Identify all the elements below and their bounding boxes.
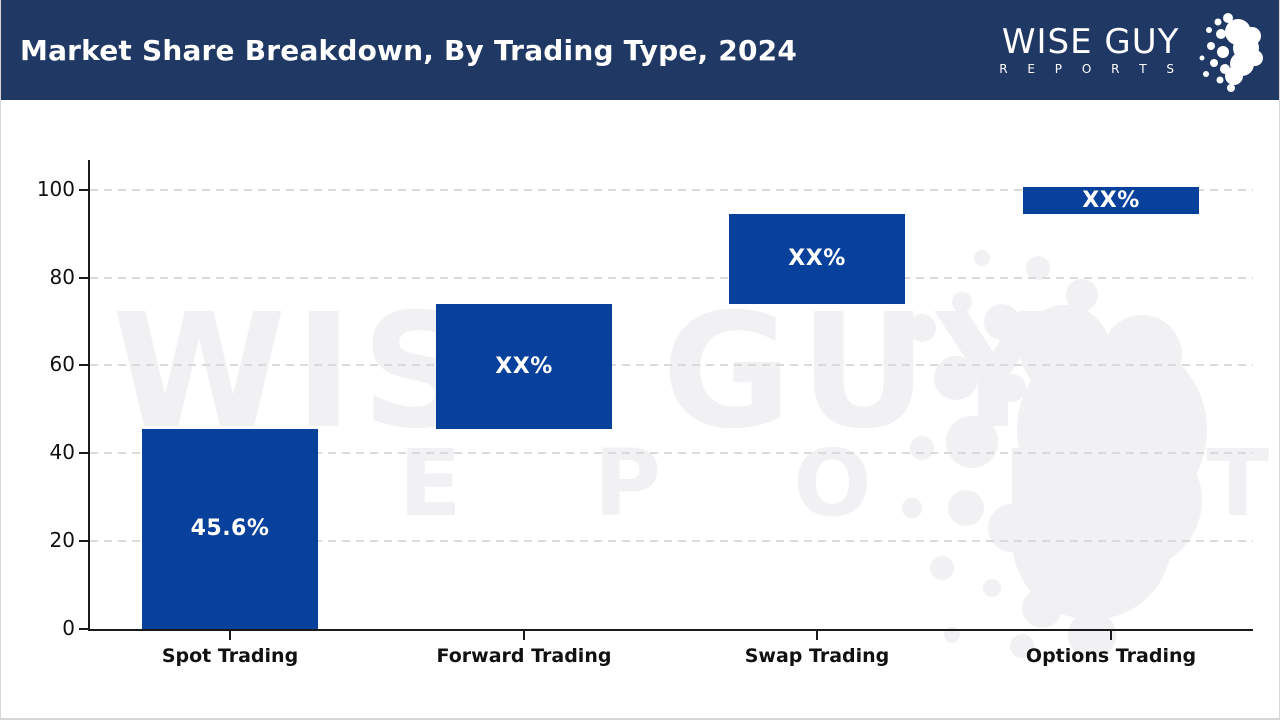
y-tick-label: 60 xyxy=(49,352,75,377)
y-tick-label: 100 xyxy=(36,176,75,201)
bar-swap-trading: XX% xyxy=(729,213,905,304)
y-tick-mark xyxy=(79,276,88,279)
logo-wordmark: WISE GUY xyxy=(1001,22,1180,62)
y-tick-mark xyxy=(79,364,88,367)
logo-text: WISE GUY R E P O R T S xyxy=(999,25,1182,75)
gridline-60 xyxy=(90,364,1253,367)
y-tick-label: 20 xyxy=(49,528,75,553)
y-axis-line xyxy=(88,160,90,631)
page-title: Market Share Breakdown, By Trading Type,… xyxy=(20,33,798,67)
bar-value-label: XX% xyxy=(1082,188,1140,214)
y-tick-mark xyxy=(79,452,88,455)
y-tick-label: 80 xyxy=(49,264,75,289)
x-tick-label-2: Forward Trading xyxy=(436,645,612,667)
logo-subtitle: R E P O R T S xyxy=(999,62,1182,76)
gridline-20 xyxy=(90,540,1253,543)
watermark-dotted-head-icon xyxy=(893,250,1207,659)
bar-forward-trading: XX% xyxy=(436,303,612,429)
dotted-head-icon xyxy=(1199,13,1263,92)
bar-value-label: XX% xyxy=(495,353,553,379)
bar-value-label: XX% xyxy=(788,246,846,272)
x-tick-mark xyxy=(523,631,525,640)
x-tick-label-1: Spot Trading xyxy=(161,645,299,667)
header-bar: Market Share Breakdown, By Trading Type,… xyxy=(0,0,1280,100)
y-tick-mark xyxy=(79,540,88,543)
y-tick-mark xyxy=(79,188,88,191)
bar-value-label: 45.6% xyxy=(190,516,270,542)
x-tick-mark xyxy=(816,631,818,640)
bar-spot-trading: 45.6% xyxy=(142,428,318,629)
y-tick-label: 0 xyxy=(62,616,75,640)
x-axis-line xyxy=(88,629,1253,631)
gridline-100 xyxy=(90,188,1253,191)
x-tick-mark xyxy=(229,631,231,640)
x-tick-mark xyxy=(1110,631,1112,640)
y-tick-mark xyxy=(79,628,88,630)
gridline-80 xyxy=(90,276,1253,279)
x-tick-label-3: Swap Trading xyxy=(744,645,890,667)
gridline-40 xyxy=(90,452,1253,455)
bar-options-trading: XX% xyxy=(1023,187,1199,214)
y-tick-label: 40 xyxy=(49,440,75,465)
wise-guy-reports-logo: WISE GUY R E P O R T S xyxy=(999,6,1264,94)
x-tick-label-4: Options Trading xyxy=(1025,645,1197,667)
